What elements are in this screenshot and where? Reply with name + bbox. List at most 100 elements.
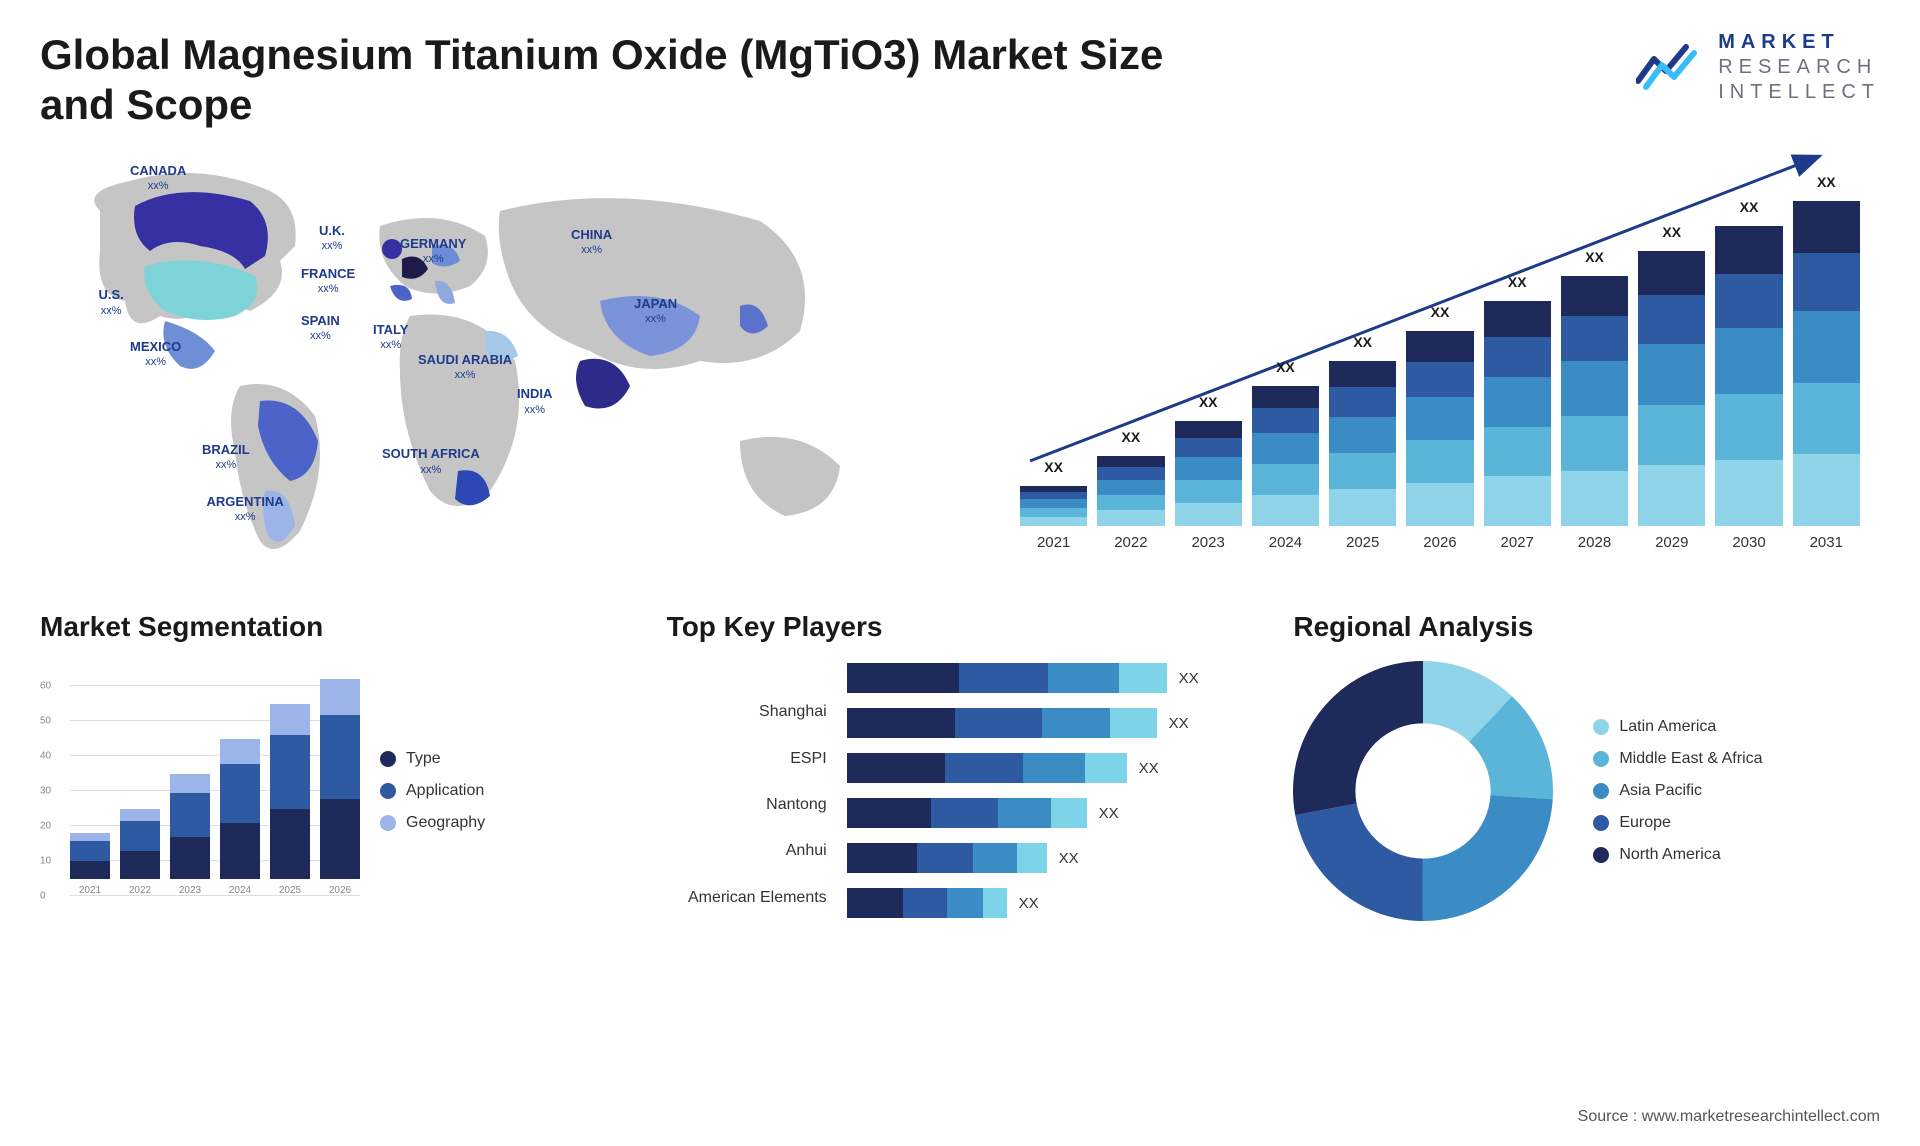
y-tick: 30 [40, 785, 51, 796]
y-tick: 40 [40, 750, 51, 761]
country-label: ARGENTINAxx% [207, 495, 284, 524]
country-label: BRAZILxx% [202, 443, 250, 472]
player-row: XX [847, 798, 1207, 828]
year-label: 2026 [329, 885, 351, 896]
regional-panel: Regional Analysis Latin AmericaMiddle Ea… [1293, 611, 1880, 921]
player-label: Anhui [786, 842, 827, 860]
bar-value-label: XX [1353, 334, 1372, 350]
year-label: 2027 [1501, 534, 1534, 551]
y-tick: 10 [40, 855, 51, 866]
legend-item: Type [380, 750, 485, 768]
regional-donut [1293, 661, 1553, 921]
y-tick: 20 [40, 820, 51, 831]
country-label: FRANCExx% [301, 267, 355, 296]
player-value: XX [1059, 850, 1079, 867]
players-chart: ShanghaiESPINantongAnhuiAmerican Element… [667, 661, 1254, 921]
main-bar-col: XX2030 [1715, 226, 1782, 551]
year-label: 2023 [1191, 534, 1224, 551]
player-label: ESPI [790, 750, 826, 768]
player-value: XX [1179, 670, 1199, 687]
country-label: U.S.xx% [99, 288, 124, 317]
region-uk [382, 239, 402, 259]
seg-bar-col: 2023 [170, 774, 210, 896]
legend-item: Middle East & Africa [1593, 750, 1762, 768]
country-label: SOUTH AFRICAxx% [382, 447, 480, 476]
player-value: XX [1169, 715, 1189, 732]
main-bar-col: XX2029 [1638, 251, 1705, 551]
year-label: 2023 [179, 885, 201, 896]
year-label: 2022 [1114, 534, 1147, 551]
player-row: XX [847, 843, 1207, 873]
bar-value-label: XX [1431, 304, 1450, 320]
year-label: 2021 [79, 885, 101, 896]
seg-bar-col: 2024 [220, 739, 260, 896]
segmentation-chart: 2021 2022 2023 2024 2025 2026 0 10 20 30 40 50 60 [40, 661, 360, 921]
player-label: Nantong [766, 796, 827, 814]
legend-item: Application [380, 782, 485, 800]
main-bar-col: XX2024 [1252, 386, 1319, 551]
year-label: 2025 [1346, 534, 1379, 551]
segmentation-panel: Market Segmentation 2021 2022 2023 2024 2025… [40, 611, 627, 921]
legend-item: Asia Pacific [1593, 782, 1762, 800]
main-bar-col: XX2022 [1097, 456, 1164, 551]
player-row: XX [847, 663, 1207, 693]
year-label: 2021 [1037, 534, 1070, 551]
year-label: 2029 [1655, 534, 1688, 551]
segmentation-title: Market Segmentation [40, 611, 627, 643]
regional-legend: Latin AmericaMiddle East & AfricaAsia Pa… [1593, 718, 1762, 864]
player-label: Shanghai [759, 703, 827, 721]
segmentation-legend: Type Application Geography [380, 661, 485, 921]
player-value: XX [1019, 895, 1039, 912]
year-label: 2026 [1423, 534, 1456, 551]
bar-value-label: XX [1199, 394, 1218, 410]
year-label: 2024 [229, 885, 251, 896]
main-growth-chart: XX2021XX2022XX2023XX2024XX2025XX2026XX20… [980, 151, 1880, 581]
regional-title: Regional Analysis [1293, 611, 1880, 643]
logo-icon [1636, 41, 1706, 95]
country-label: U.K.xx% [319, 224, 345, 253]
logo-text: MARKET RESEARCH INTELLECT [1718, 30, 1880, 105]
seg-bar-col: 2021 [70, 833, 110, 896]
player-value: XX [1099, 805, 1119, 822]
country-label: INDIAxx% [517, 387, 552, 416]
country-label: GERMANYxx% [400, 237, 466, 266]
bar-value-label: XX [1044, 459, 1063, 475]
players-title: Top Key Players [667, 611, 1254, 643]
country-label: JAPANxx% [634, 297, 677, 326]
main-bar-col: XX2031 [1793, 201, 1860, 551]
seg-bar-col: 2025 [270, 704, 310, 896]
year-label: 2022 [129, 885, 151, 896]
main-bar-col: XX2023 [1175, 421, 1242, 551]
bar-value-label: XX [1276, 359, 1295, 375]
main-bar-col: XX2027 [1484, 301, 1551, 551]
y-tick: 0 [40, 890, 46, 901]
legend-item: Europe [1593, 814, 1762, 832]
bar-value-label: XX [1585, 249, 1604, 265]
main-bar-col: XX2026 [1406, 331, 1473, 551]
legend-item: Geography [380, 814, 485, 832]
bar-value-label: XX [1122, 429, 1141, 445]
bar-value-label: XX [1817, 174, 1836, 190]
year-label: 2028 [1578, 534, 1611, 551]
player-row: XX [847, 888, 1207, 918]
source-attribution: Source : www.marketresearchintellect.com [1578, 1108, 1880, 1126]
player-row: XX [847, 708, 1207, 738]
country-label: ITALYxx% [373, 323, 408, 352]
player-value: XX [1139, 760, 1159, 777]
y-tick: 50 [40, 715, 51, 726]
legend-item: North America [1593, 846, 1762, 864]
main-bar-col: XX2021 [1020, 486, 1087, 551]
year-label: 2024 [1269, 534, 1302, 551]
player-row: XX [847, 753, 1207, 783]
page-title: Global Magnesium Titanium Oxide (MgTiO3)… [40, 30, 1240, 131]
y-tick: 60 [40, 680, 51, 691]
year-label: 2030 [1732, 534, 1765, 551]
year-label: 2031 [1810, 534, 1843, 551]
seg-bar-col: 2022 [120, 809, 160, 896]
players-panel: Top Key Players Shanghai ESPI Nantong Anhui… [667, 611, 1254, 921]
world-map: CANADAxx%U.S.xx%MEXICOxx%BRAZILxx%ARGENT… [40, 151, 940, 581]
country-label: SAUDI ARABIAxx% [418, 353, 512, 382]
bar-value-label: XX [1740, 199, 1759, 215]
main-bar-col: XX2025 [1329, 361, 1396, 551]
logo: MARKET RESEARCH INTELLECT [1636, 30, 1880, 105]
